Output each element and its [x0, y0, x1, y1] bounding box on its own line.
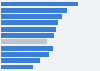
Bar	[1, 52, 49, 57]
Bar	[1, 33, 54, 38]
Bar	[1, 27, 56, 32]
Bar	[1, 65, 33, 70]
Bar	[1, 39, 47, 44]
Bar	[1, 46, 53, 51]
Bar	[1, 8, 67, 13]
Bar	[1, 20, 58, 25]
Bar	[1, 1, 78, 6]
Bar	[1, 58, 40, 63]
Bar	[1, 14, 62, 19]
